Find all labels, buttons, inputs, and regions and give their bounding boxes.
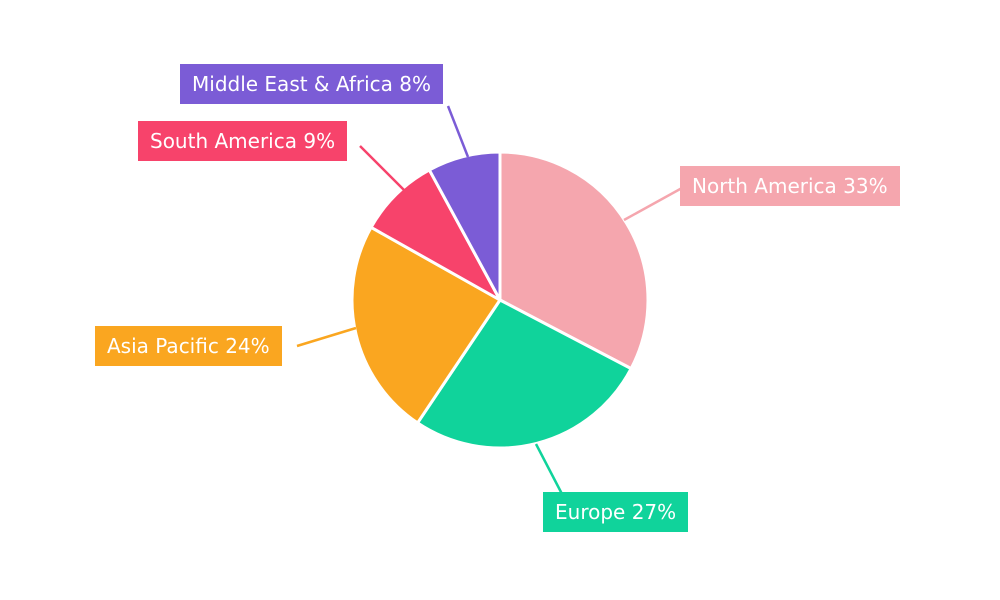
callout-label-south-america: South America 9% [138,121,348,161]
leader-lines-group [296,105,683,495]
leader-line-middle-east-africa [446,105,470,158]
leader-line-asia-pacific [296,326,357,348]
pie-slice-middle-east-africa [427,150,502,302]
pie-slice-north-america [498,150,650,371]
leader-line-south-america [359,145,405,191]
pie-slice-south-america [369,168,502,302]
pie-slice-asia-pacific [350,225,502,425]
callout-label-europe: Europe 27% [543,492,689,532]
leader-line-europe [534,443,564,495]
pie-slices-group [350,150,650,450]
callout-label-north-america: North America 33% [680,166,900,206]
leader-line-north-america [623,186,683,222]
callout-label-middle-east-africa: Middle East & Africa 8% [180,64,444,104]
callout-label-asia-pacific: Asia Pacific 24% [95,326,282,366]
pie-slice-europe [416,298,633,450]
